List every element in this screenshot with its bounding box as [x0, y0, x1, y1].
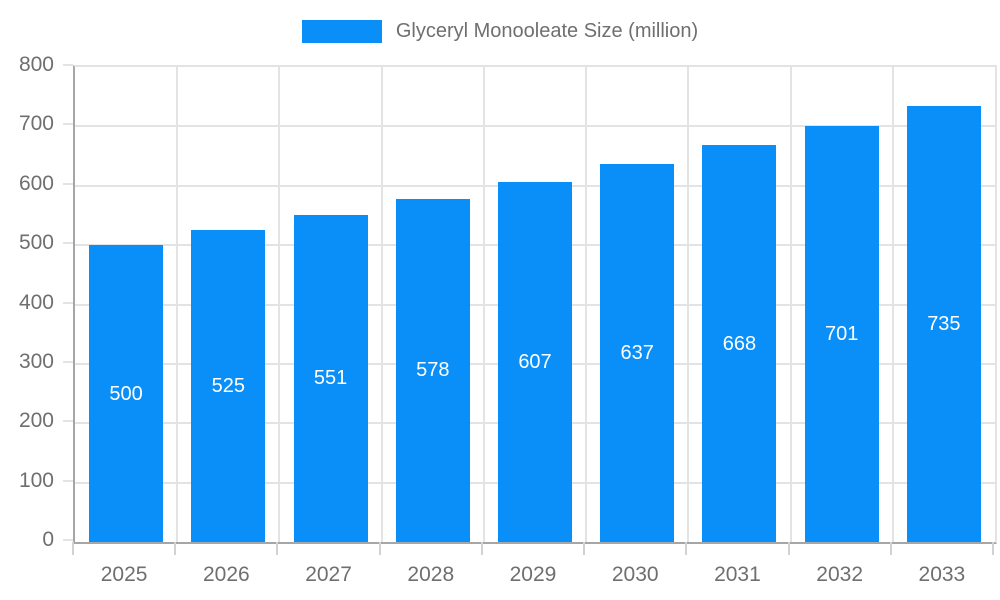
- x-axis-tick: [583, 542, 586, 555]
- bar-value-label: 668: [722, 332, 757, 355]
- bar-value-label: 701: [824, 322, 859, 345]
- plot-area: 500 525 551 578 607 637 668 701 735: [73, 65, 997, 544]
- gridline-vertical: [585, 67, 588, 542]
- bar-2026: [191, 230, 266, 542]
- x-axis-tick: [72, 542, 74, 555]
- x-axis-label: 2031: [714, 563, 761, 586]
- x-axis-tick: [889, 542, 892, 555]
- x-axis-label: 2033: [918, 563, 966, 586]
- bar-value-label: 735: [927, 312, 961, 335]
- legend-swatch: [301, 19, 382, 43]
- y-axis-tick: [63, 479, 73, 482]
- x-axis-tick: [480, 542, 483, 555]
- bar-2028: [395, 198, 470, 542]
- gridline-horizontal: [75, 125, 995, 128]
- gridline-vertical: [380, 67, 383, 542]
- y-axis-tick: [63, 301, 73, 304]
- gridline-vertical: [176, 67, 179, 542]
- gridline-vertical: [482, 67, 485, 542]
- y-axis-label: 500: [18, 231, 54, 255]
- x-axis-label: 2025: [100, 563, 148, 586]
- y-axis-label: 300: [18, 349, 54, 373]
- x-axis-tick: [685, 542, 688, 555]
- bar-2033: [906, 105, 981, 542]
- bar-value-label: 607: [518, 350, 552, 373]
- y-axis-tick: [63, 360, 73, 363]
- y-axis-label: 100: [18, 468, 54, 492]
- y-axis-label: 700: [18, 112, 54, 136]
- bar-2029: [498, 181, 572, 542]
- x-axis-label: 2026: [202, 563, 250, 586]
- y-axis-tick: [63, 242, 73, 245]
- y-axis-tick: [63, 420, 73, 423]
- gridline-vertical: [789, 67, 792, 542]
- x-axis-label: 2027: [305, 563, 352, 586]
- y-axis-label: 600: [18, 171, 54, 195]
- gridline-vertical: [891, 67, 894, 542]
- bar-value-label: 500: [109, 382, 143, 405]
- x-axis-tick: [276, 542, 279, 555]
- x-axis-tick: [378, 542, 381, 555]
- gridline-vertical: [687, 67, 690, 542]
- x-axis-tick: [787, 542, 790, 555]
- x-axis-label: 2030: [611, 563, 659, 586]
- x-axis-label: 2032: [816, 563, 864, 586]
- legend-label: Glyceryl Monooleate Size (million): [395, 19, 699, 42]
- y-axis-tick: [63, 182, 73, 185]
- bar-value-label: 637: [620, 341, 654, 364]
- bar-2030: [600, 163, 675, 542]
- bar-2032: [804, 125, 879, 542]
- bar-2031: [702, 145, 777, 542]
- x-axis-label: 2028: [407, 563, 455, 586]
- y-axis-label: 200: [18, 409, 54, 433]
- y-axis-tick: [63, 123, 73, 126]
- bar-2025: [89, 245, 164, 542]
- y-axis-label: 800: [18, 53, 54, 76]
- gridline-vertical: [278, 67, 281, 542]
- y-axis-tick: [63, 539, 73, 541]
- bar-value-label: 525: [211, 375, 246, 398]
- bar-2027: [293, 214, 368, 542]
- y-axis-tick: [63, 64, 73, 66]
- legend[interactable]: Glyceryl Monooleate Size (million): [0, 16, 1000, 46]
- bar-value-label: 578: [416, 359, 450, 382]
- y-axis-label: 0: [42, 528, 54, 551]
- x-axis-tick: [174, 542, 177, 555]
- y-axis-label: 400: [18, 290, 54, 314]
- bar-value-label: 551: [313, 367, 348, 390]
- x-axis-tick: [992, 542, 994, 555]
- x-axis-label: 2029: [509, 563, 557, 586]
